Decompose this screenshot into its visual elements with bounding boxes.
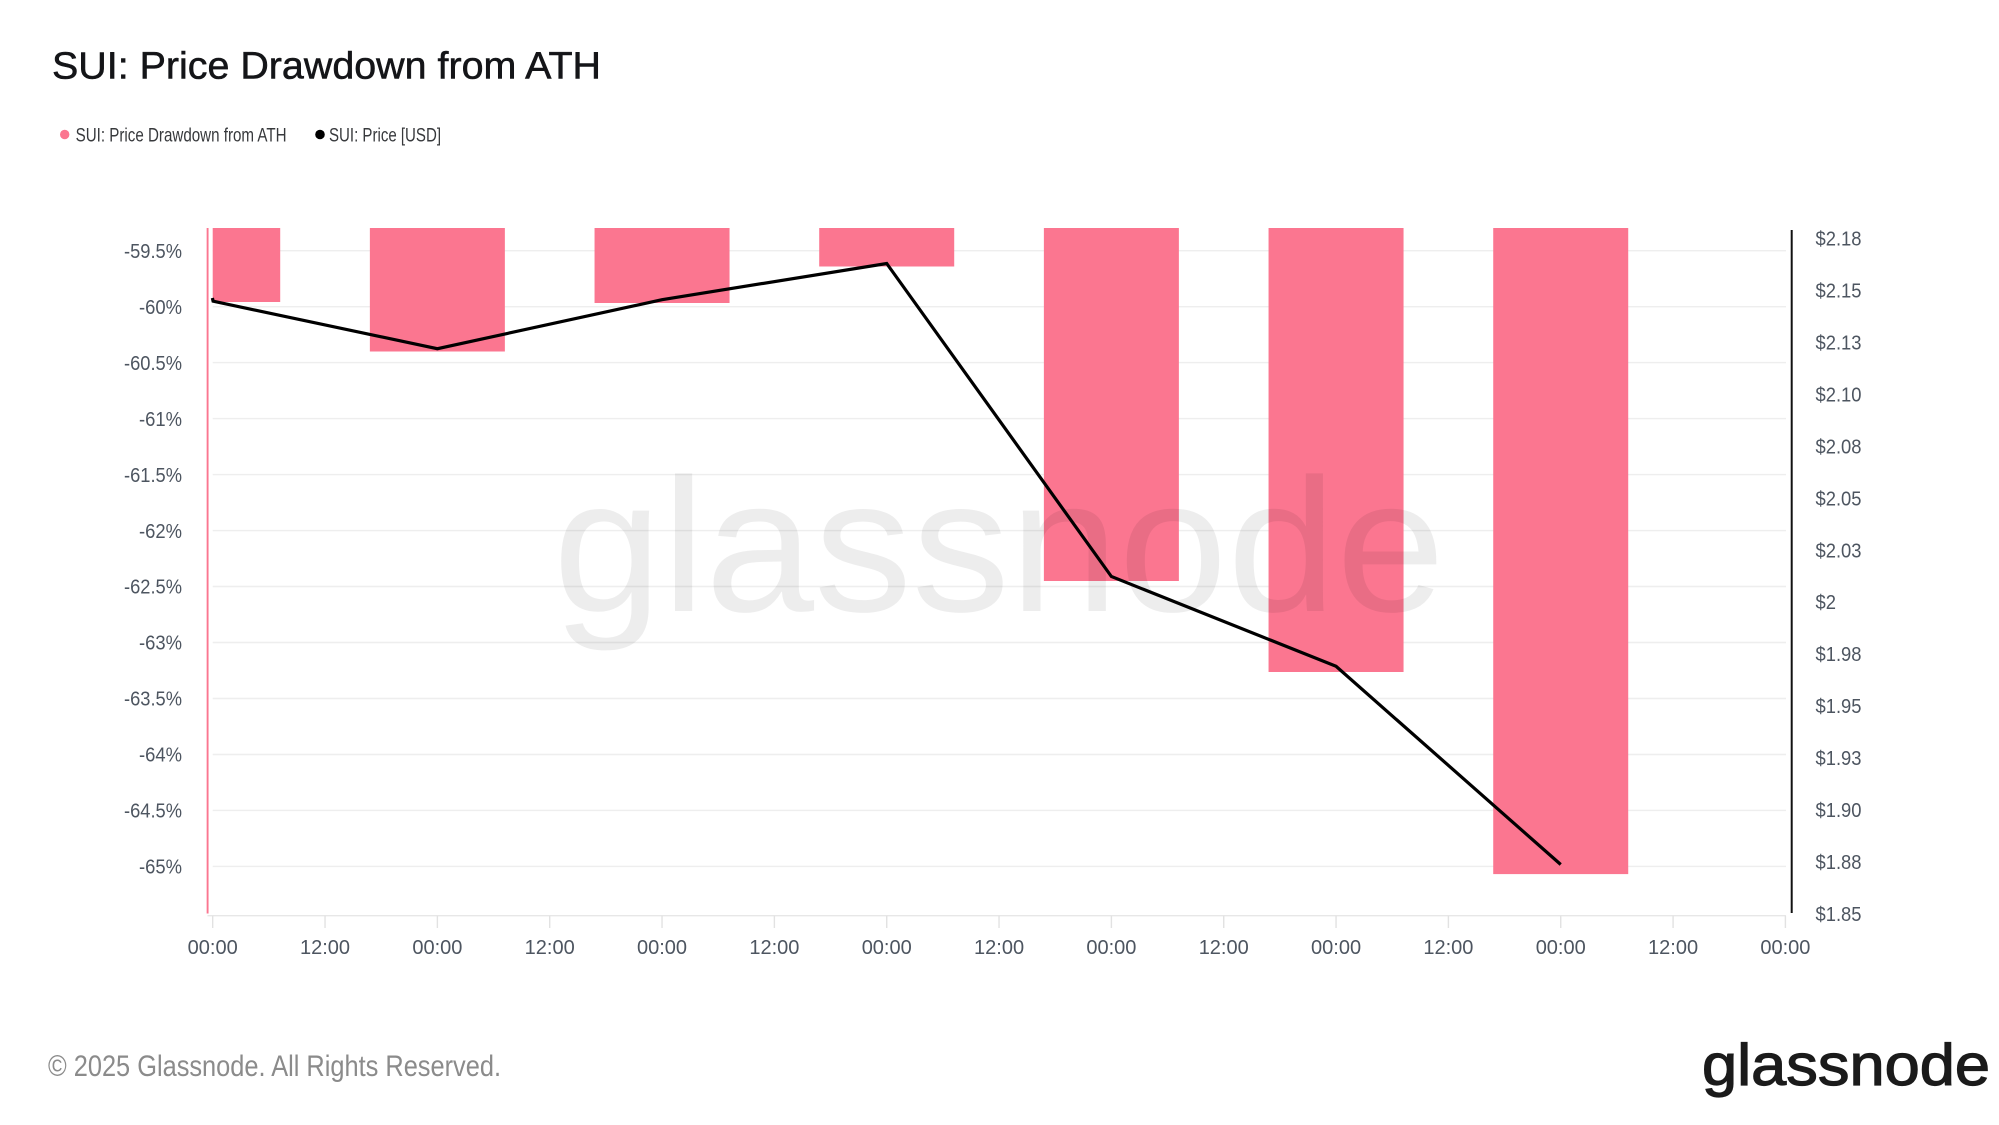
svg-text:-64%: -64% [139,745,182,767]
svg-text:$1.98: $1.98 [1816,644,1862,666]
svg-text:$2.15: $2.15 [1816,281,1862,303]
svg-text:glassnode: glassnode [1702,1033,1990,1098]
svg-text:$2.10: $2.10 [1816,384,1862,406]
svg-text:12:00: 12:00 [974,937,1024,959]
svg-text:-63%: -63% [139,633,182,655]
svg-text:SUI: Price Drawdown from ATH: SUI: Price Drawdown from ATH [52,46,601,88]
svg-text:$2: $2 [1816,592,1837,614]
svg-text:$2.08: $2.08 [1816,436,1862,458]
svg-text:12:00: 12:00 [1423,937,1473,959]
svg-text:-62%: -62% [139,521,182,543]
svg-text:© 2025 Glassnode. All Rights R: © 2025 Glassnode. All Rights Reserved. [48,1050,501,1083]
svg-text:$2.05: $2.05 [1816,488,1862,510]
svg-text:-60.5%: -60.5% [124,353,182,375]
svg-text:-64.5%: -64.5% [124,801,182,823]
svg-text:$2.03: $2.03 [1816,540,1862,562]
svg-text:00:00: 00:00 [1760,937,1810,959]
svg-text:-61.5%: -61.5% [124,465,182,487]
svg-text:$2.13: $2.13 [1816,333,1862,355]
svg-text:-63.5%: -63.5% [124,689,182,711]
svg-text:00:00: 00:00 [862,937,912,959]
svg-text:00:00: 00:00 [412,937,462,959]
svg-text:$1.90: $1.90 [1816,800,1862,822]
svg-text:-65%: -65% [139,857,182,879]
svg-text:00:00: 00:00 [637,937,687,959]
svg-text:12:00: 12:00 [300,937,350,959]
svg-text:-62.5%: -62.5% [124,577,182,599]
svg-text:00:00: 00:00 [188,937,238,959]
svg-text:$1.93: $1.93 [1816,748,1862,770]
svg-text:$1.88: $1.88 [1816,852,1862,874]
svg-text:SUI: Price Drawdown from ATH: SUI: Price Drawdown from ATH [76,124,287,146]
svg-text:SUI: Price [USD]: SUI: Price [USD] [329,124,441,146]
svg-text:$1.85: $1.85 [1816,904,1862,926]
svg-text:12:00: 12:00 [749,937,799,959]
svg-text:00:00: 00:00 [1086,937,1136,959]
svg-text:00:00: 00:00 [1536,937,1586,959]
svg-text:12:00: 12:00 [1199,937,1249,959]
svg-text:-61%: -61% [139,409,182,431]
svg-text:00:00: 00:00 [1311,937,1361,959]
svg-text:-59.5%: -59.5% [124,241,182,263]
svg-text:12:00: 12:00 [525,937,575,959]
svg-text:$1.95: $1.95 [1816,696,1862,718]
svg-text:$2.18: $2.18 [1816,229,1862,251]
svg-text:glassnode: glassnode [553,440,1445,652]
svg-text:-60%: -60% [139,297,182,319]
svg-text:12:00: 12:00 [1648,937,1698,959]
